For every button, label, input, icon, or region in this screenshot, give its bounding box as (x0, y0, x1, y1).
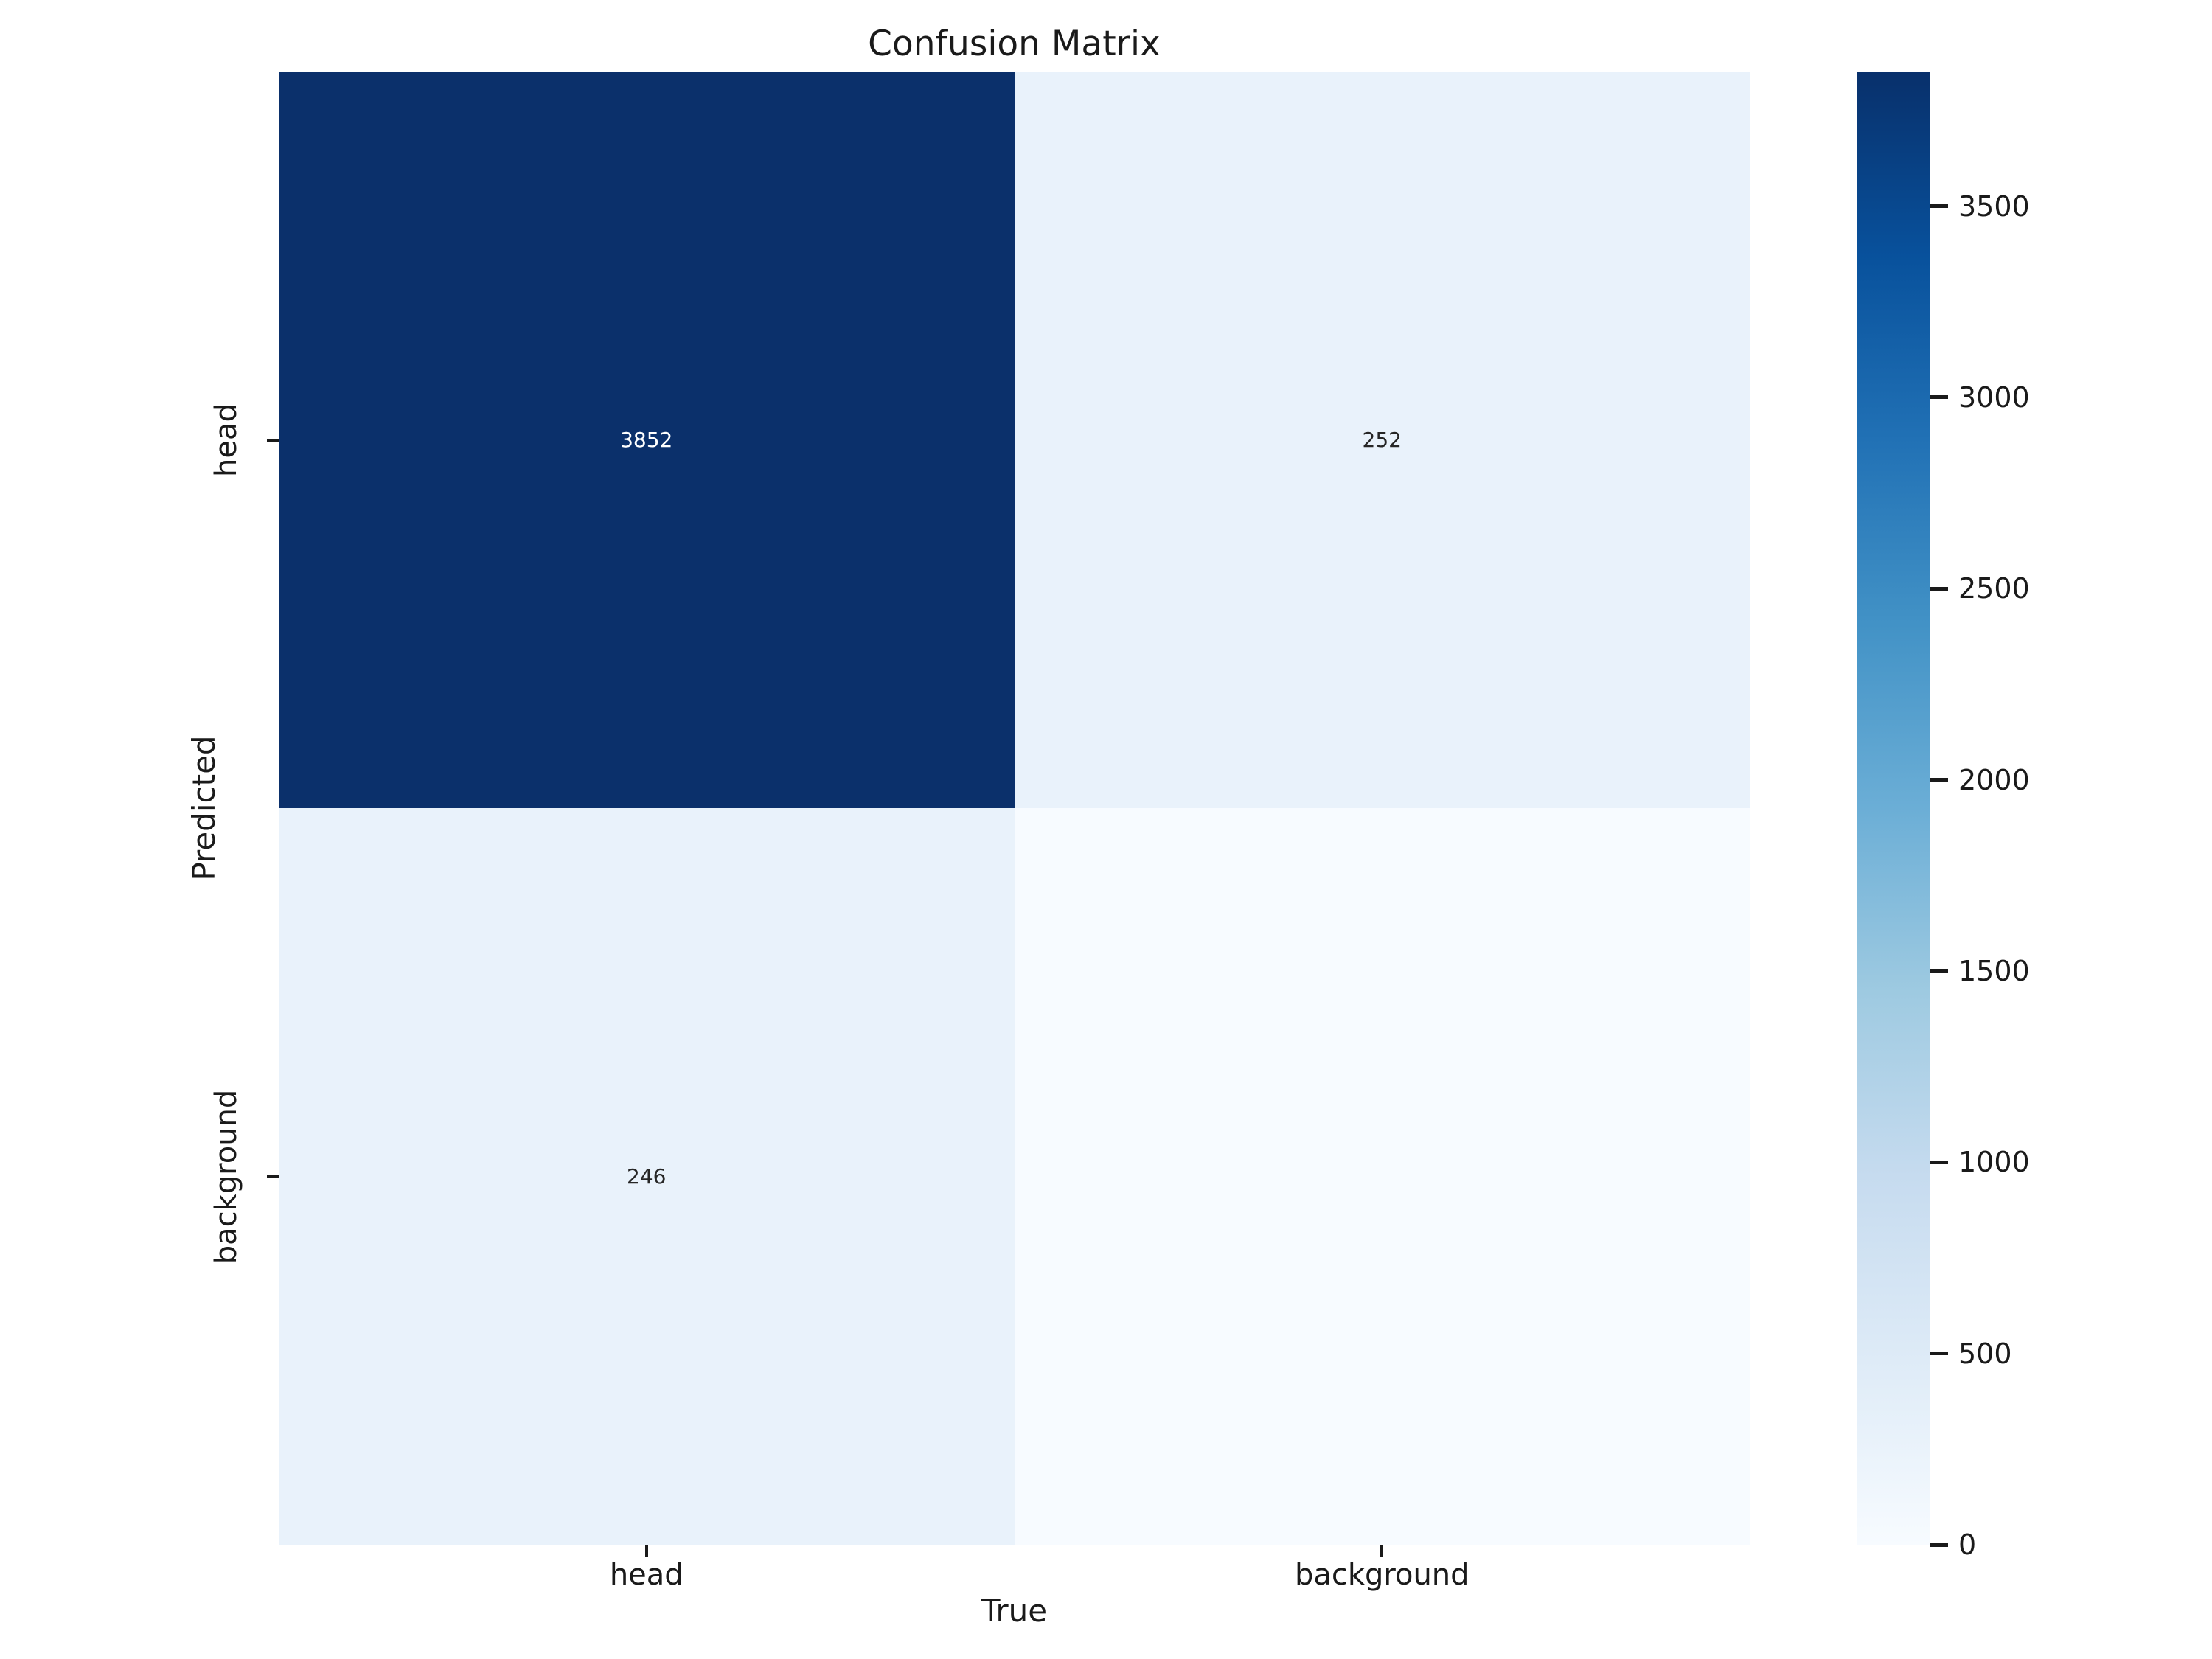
x-tick-mark-head (644, 1545, 648, 1557)
colorbar-tick-mark-0 (1930, 1543, 1948, 1547)
colorbar (1857, 72, 1930, 1545)
colorbar-tick-mark-2500 (1930, 586, 1948, 591)
heatmap-annotation-r0c0: 3852 (620, 428, 673, 452)
heatmap-annotation-r1c0: 246 (627, 1164, 667, 1189)
colorbar-tick-label-2000: 2000 (1958, 763, 2030, 796)
x-axis-label: True (981, 1593, 1048, 1629)
heatmap-cell-r0c1: 252 (1014, 72, 1750, 808)
heatmap-grid: 3852 252 246 (279, 72, 1750, 1545)
heatmap-cell-r1c1 (1014, 808, 1750, 1545)
x-tick-label-background: background (1294, 1558, 1470, 1592)
chart-title: Confusion Matrix (868, 24, 1161, 64)
colorbar-tick-label-0: 0 (1958, 1528, 1977, 1561)
heatmap-cell-r1c0: 246 (279, 808, 1015, 1545)
heatmap-cell-r0c0: 3852 (279, 72, 1015, 808)
y-tick-mark-head (267, 438, 279, 442)
y-tick-label-background: background (209, 1089, 243, 1264)
colorbar-tick-mark-1000 (1930, 1160, 1948, 1164)
colorbar-tick-mark-500 (1930, 1352, 1948, 1356)
colorbar-tick-label-1000: 1000 (1958, 1146, 2030, 1179)
colorbar-tick-label-2500: 2500 (1958, 572, 2030, 605)
y-tick-label-head: head (209, 403, 243, 477)
y-axis-label: Predicted (185, 735, 222, 881)
colorbar-tick-label-3000: 3000 (1958, 380, 2030, 414)
colorbar-tick-mark-3500 (1930, 204, 1948, 209)
heatmap-annotation-r0c1: 252 (1362, 428, 1402, 452)
x-tick-mark-background (1380, 1545, 1384, 1557)
colorbar-tick-mark-3000 (1930, 395, 1948, 400)
colorbar-tick-label-3500: 3500 (1958, 189, 2030, 223)
colorbar-tick-mark-1500 (1930, 969, 1948, 973)
colorbar-tick-label-1500: 1500 (1958, 954, 2030, 987)
colorbar-tick-mark-2000 (1930, 778, 1948, 782)
x-tick-label-head: head (609, 1558, 684, 1592)
y-tick-mark-background (267, 1175, 279, 1178)
colorbar-tick-label-500: 500 (1958, 1337, 2012, 1370)
